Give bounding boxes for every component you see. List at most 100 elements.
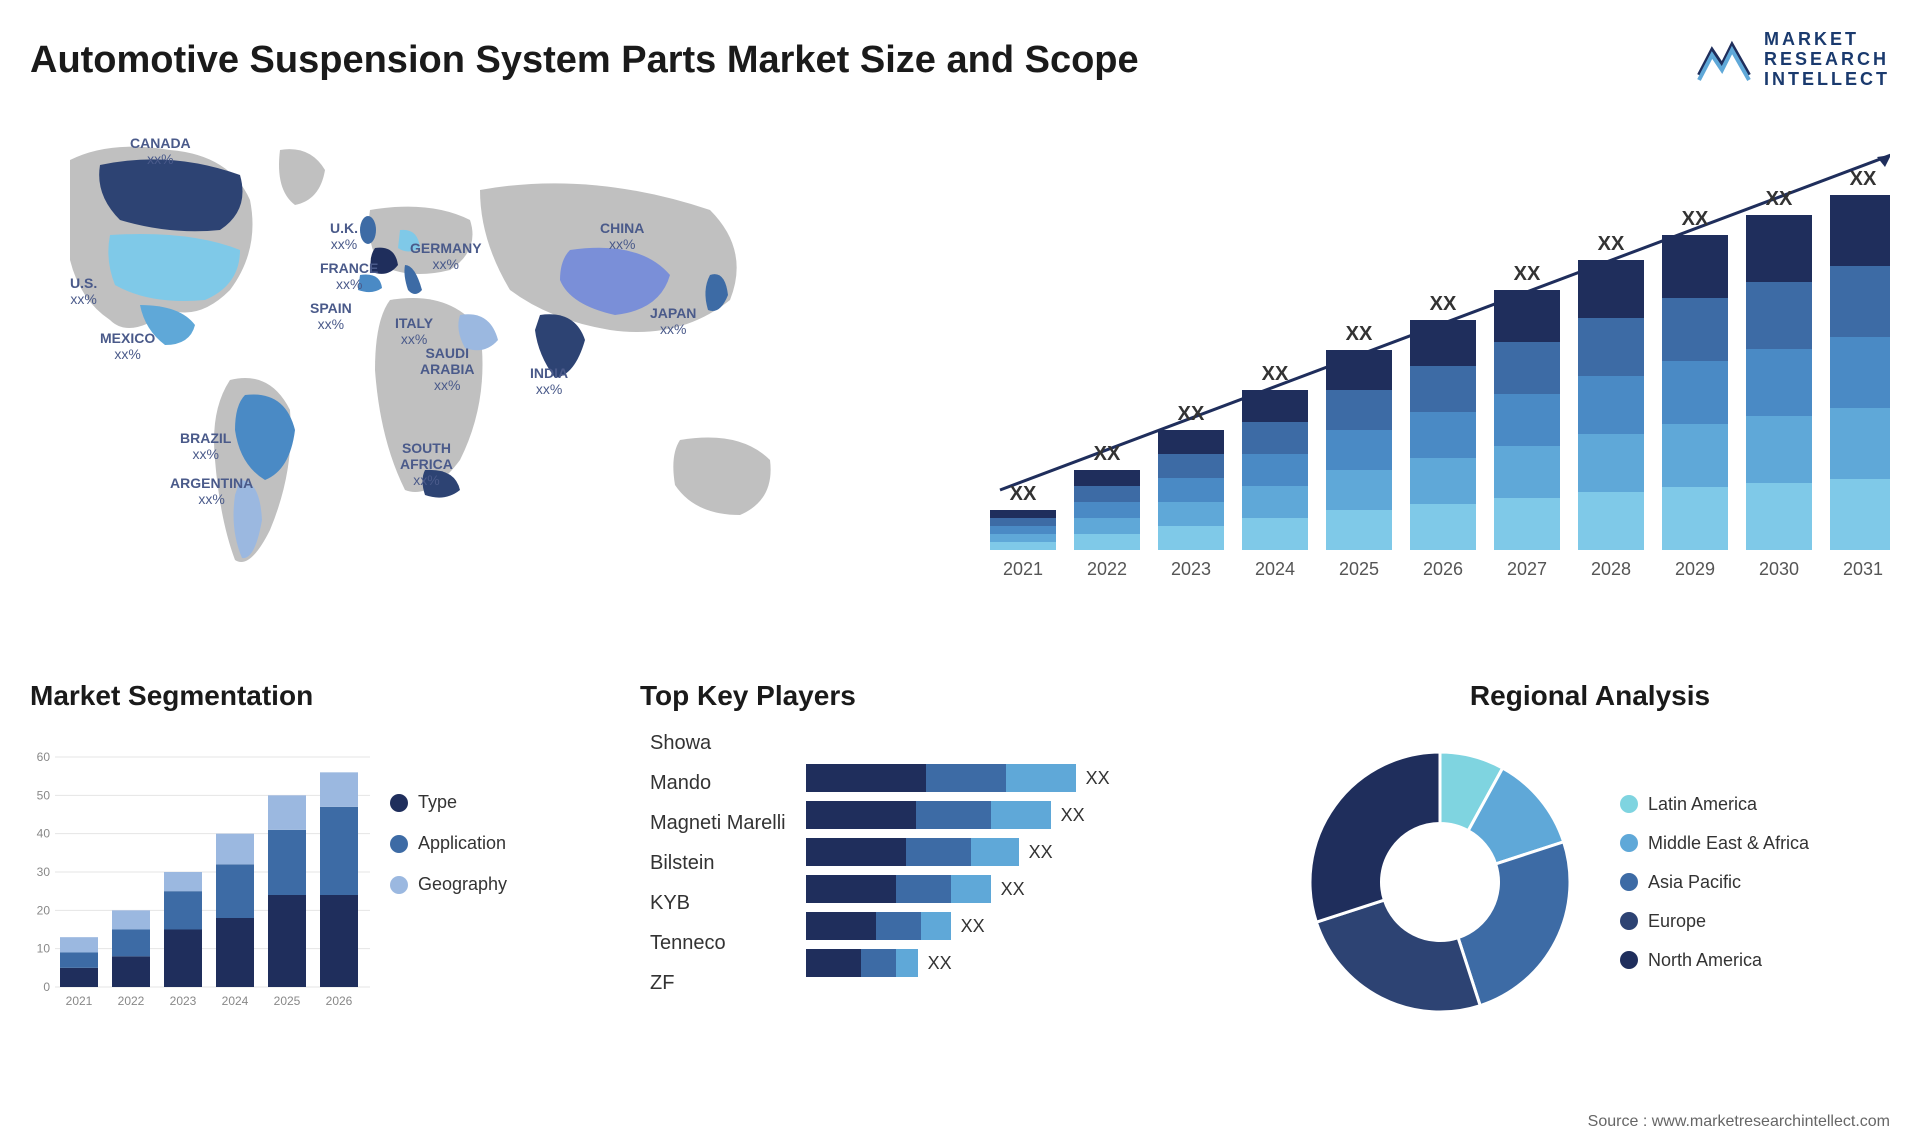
legend-item: Latin America	[1620, 794, 1809, 815]
regional-title: Regional Analysis	[1290, 680, 1890, 712]
legend-label: Geography	[418, 874, 507, 895]
legend-dot	[390, 835, 408, 853]
player-bar	[806, 801, 1051, 829]
svg-text:0: 0	[43, 980, 50, 994]
bar-segment	[806, 801, 916, 829]
legend-item: Middle East & Africa	[1620, 833, 1809, 854]
bar-segment	[971, 838, 1019, 866]
legend-dot	[1620, 873, 1638, 891]
page-title: Automotive Suspension System Parts Marke…	[30, 39, 1139, 82]
svg-text:2030: 2030	[1759, 559, 1799, 579]
player-bar-value: XX	[928, 953, 952, 974]
bar-segment	[916, 801, 991, 829]
regional-analysis-section: Regional Analysis Latin America Middle Ea…	[1290, 680, 1890, 1032]
player-bar	[806, 838, 1019, 866]
map-label: FRANCExx%	[320, 260, 378, 292]
bar-segment	[921, 912, 951, 940]
svg-text:XX: XX	[1010, 483, 1037, 505]
player-bar	[806, 912, 951, 940]
svg-text:40: 40	[37, 827, 51, 841]
player-bar-value: XX	[1061, 805, 1085, 826]
svg-text:60: 60	[37, 750, 51, 764]
map-label: GERMANYxx%	[410, 240, 482, 272]
player-name: Magneti Marelli	[650, 812, 786, 846]
world-map-section: CANADAxx% U.S.xx%MEXICOxx% BRAZILxx% ARGENT…	[30, 120, 930, 620]
svg-text:2025: 2025	[1339, 559, 1379, 579]
bar-segment	[806, 912, 876, 940]
market-segmentation-section: Market Segmentation 0 10 20 30 40 50 60 2021 202…	[30, 680, 610, 1012]
legend-item: Application	[390, 833, 507, 854]
svg-text:2025: 2025	[274, 994, 301, 1008]
player-bar-row: XX	[806, 838, 1110, 866]
map-label: MEXICOxx%	[100, 330, 155, 362]
legend-label: Europe	[1648, 911, 1706, 932]
svg-text:50: 50	[37, 788, 51, 802]
svg-text:2021: 2021	[66, 994, 93, 1008]
map-label: U.S.xx%	[70, 275, 97, 307]
svg-text:2023: 2023	[170, 994, 197, 1008]
svg-text:2026: 2026	[1423, 559, 1463, 579]
svg-text:XX: XX	[1682, 208, 1709, 230]
player-name: Showa	[650, 732, 786, 766]
svg-text:XX: XX	[1346, 323, 1373, 345]
svg-text:XX: XX	[1766, 188, 1793, 210]
growth-chart: XX2021XX2022XX2023XX2024XX2025XX2026XX20…	[970, 120, 1890, 600]
map-label: U.K.xx%	[330, 220, 358, 252]
player-name: ZF	[650, 972, 786, 1006]
svg-text:20: 20	[37, 903, 51, 917]
svg-text:XX: XX	[1514, 263, 1541, 285]
map-label: CHINAxx%	[600, 220, 644, 252]
map-label: JAPANxx%	[650, 305, 696, 337]
svg-text:10: 10	[37, 942, 51, 956]
player-bar-value: XX	[1029, 842, 1053, 863]
segmentation-svg: 0102030405060202120222023202420252026	[30, 732, 370, 1012]
player-bar	[806, 949, 918, 977]
map-label: BRAZILxx%	[180, 430, 231, 462]
svg-text:2023: 2023	[1171, 559, 1211, 579]
legend-label: North America	[1648, 950, 1762, 971]
legend-dot	[1620, 834, 1638, 852]
bar-segment	[806, 838, 906, 866]
player-bar-value: XX	[961, 916, 985, 937]
player-bar	[806, 875, 991, 903]
svg-text:2024: 2024	[222, 994, 249, 1008]
legend-label: Middle East & Africa	[1648, 833, 1809, 854]
player-bar-row: XX	[806, 912, 1110, 940]
player-name: Bilstein	[650, 852, 786, 886]
key-players-section: Top Key Players ShowaMandoMagneti Marell…	[640, 680, 1260, 1006]
player-bar-value: XX	[1086, 768, 1110, 789]
svg-text:XX: XX	[1850, 168, 1877, 190]
logo-line3: INTELLECT	[1764, 70, 1890, 90]
legend-item: Geography	[390, 874, 507, 895]
legend-label: Application	[418, 833, 506, 854]
legend-dot	[1620, 951, 1638, 969]
bar-segment	[926, 764, 1006, 792]
legend-label: Type	[418, 792, 457, 813]
logo-text: MARKET RESEARCH INTELLECT	[1764, 30, 1890, 89]
brand-logo: MARKET RESEARCH INTELLECT	[1694, 30, 1890, 89]
player-bars: XXXXXXXXXXXX	[806, 732, 1110, 1006]
player-bar-row: XX	[806, 875, 1110, 903]
logo-icon	[1694, 35, 1754, 85]
bar-segment	[896, 875, 951, 903]
svg-text:30: 30	[37, 865, 51, 879]
player-name: Tenneco	[650, 932, 786, 966]
legend-item: Asia Pacific	[1620, 872, 1809, 893]
map-label: SPAINxx%	[310, 300, 352, 332]
player-name: KYB	[650, 892, 786, 926]
regional-donut	[1290, 732, 1590, 1032]
map-label: ITALYxx%	[395, 315, 433, 347]
segmentation-title: Market Segmentation	[30, 680, 610, 712]
player-list: ShowaMandoMagneti MarelliBilsteinKYBTenn…	[640, 732, 786, 1006]
map-label: ARGENTINAxx%	[170, 475, 253, 507]
legend-item: North America	[1620, 950, 1809, 971]
bar-segment	[806, 875, 896, 903]
segmentation-chart: 0102030405060202120222023202420252026	[30, 732, 370, 1012]
map-label: CANADAxx%	[130, 135, 191, 167]
player-bar-row: XX	[806, 764, 1110, 792]
legend-dot	[1620, 912, 1638, 930]
legend-label: Asia Pacific	[1648, 872, 1741, 893]
svg-text:2027: 2027	[1507, 559, 1547, 579]
svg-text:XX: XX	[1178, 403, 1205, 425]
bar-segment	[896, 949, 918, 977]
